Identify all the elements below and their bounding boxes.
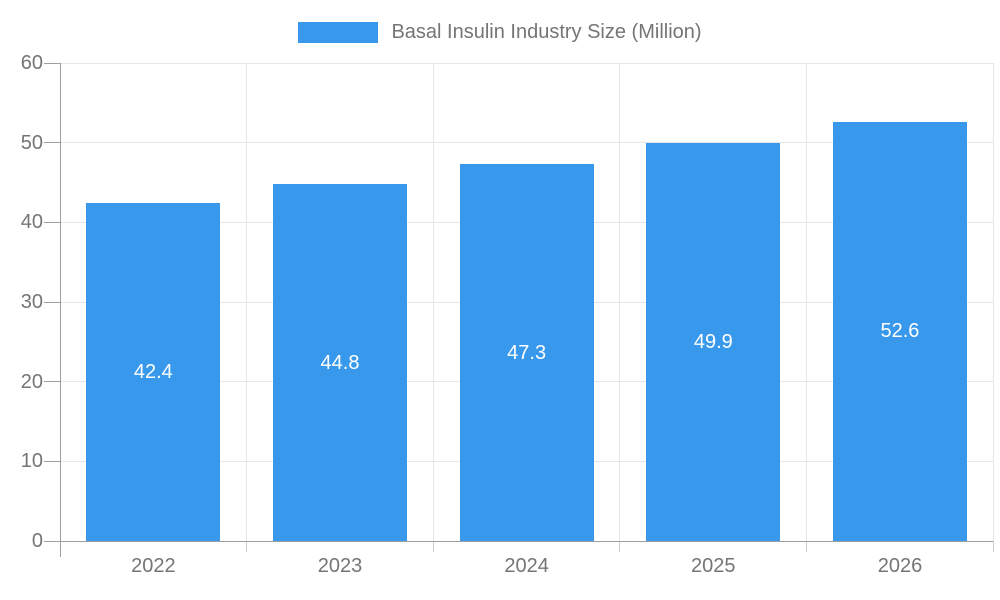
gridline-vertical <box>619 63 621 541</box>
bar-2025[interactable]: 49.9 <box>646 143 781 541</box>
x-axis-tick <box>992 541 994 552</box>
x-axis-label-2026: 2026 <box>877 555 923 577</box>
bar-value-label-2023: 44.8 <box>320 351 360 374</box>
bar-value-label-2026: 52.6 <box>880 320 920 343</box>
y-axis-tick <box>44 301 60 303</box>
x-axis-tick <box>619 541 621 552</box>
x-axis-tick <box>432 541 434 552</box>
legend[interactable]: Basal Insulin Industry Size (Million) <box>0 20 1000 44</box>
x-axis-tick <box>246 541 248 552</box>
y-axis-tick <box>44 460 60 462</box>
x-axis-tick <box>806 541 808 552</box>
y-axis-tick-label: 30 <box>20 291 43 313</box>
y-axis-tick <box>44 381 60 383</box>
legend-swatch <box>298 21 379 43</box>
y-axis-tick-label: 40 <box>20 211 43 234</box>
x-axis-label-2024: 2024 <box>504 555 549 577</box>
bar-2024[interactable]: 47.3 <box>459 164 594 541</box>
legend-label: Basal Insulin Industry Size (Million) <box>391 20 702 43</box>
bar-2026[interactable]: 52.6 <box>832 121 967 541</box>
y-axis-tick-label: 60 <box>20 52 43 74</box>
bar-2022[interactable]: 42.4 <box>86 203 221 541</box>
y-axis-tick <box>44 142 60 144</box>
gridline-vertical <box>806 63 808 541</box>
y-axis-tick-label: 10 <box>20 450 43 473</box>
bar-2023[interactable]: 44.8 <box>272 184 407 541</box>
y-axis-tick <box>44 221 60 223</box>
x-axis-label-2023: 2023 <box>317 555 363 577</box>
x-axis-label-2025: 2025 <box>691 555 736 577</box>
bar-value-label-2024: 47.3 <box>507 341 547 364</box>
bar-value-label-2025: 49.9 <box>693 331 733 354</box>
gridline-vertical <box>992 63 994 541</box>
y-axis-tick <box>44 62 60 64</box>
gridline-vertical <box>432 63 434 541</box>
x-axis-line <box>60 540 994 542</box>
y-axis-tick <box>44 540 60 542</box>
gridline-vertical <box>246 63 248 541</box>
y-axis-line <box>59 63 61 557</box>
gridline-horizontal <box>60 62 994 64</box>
y-axis-tick-label: 20 <box>20 370 43 393</box>
y-axis-tick-label: 50 <box>20 131 43 154</box>
gridline-horizontal <box>60 142 994 144</box>
x-axis-label-2022: 2022 <box>131 555 176 577</box>
bar-value-label-2022: 42.4 <box>133 361 173 384</box>
y-axis-tick-label: 0 <box>31 530 43 552</box>
